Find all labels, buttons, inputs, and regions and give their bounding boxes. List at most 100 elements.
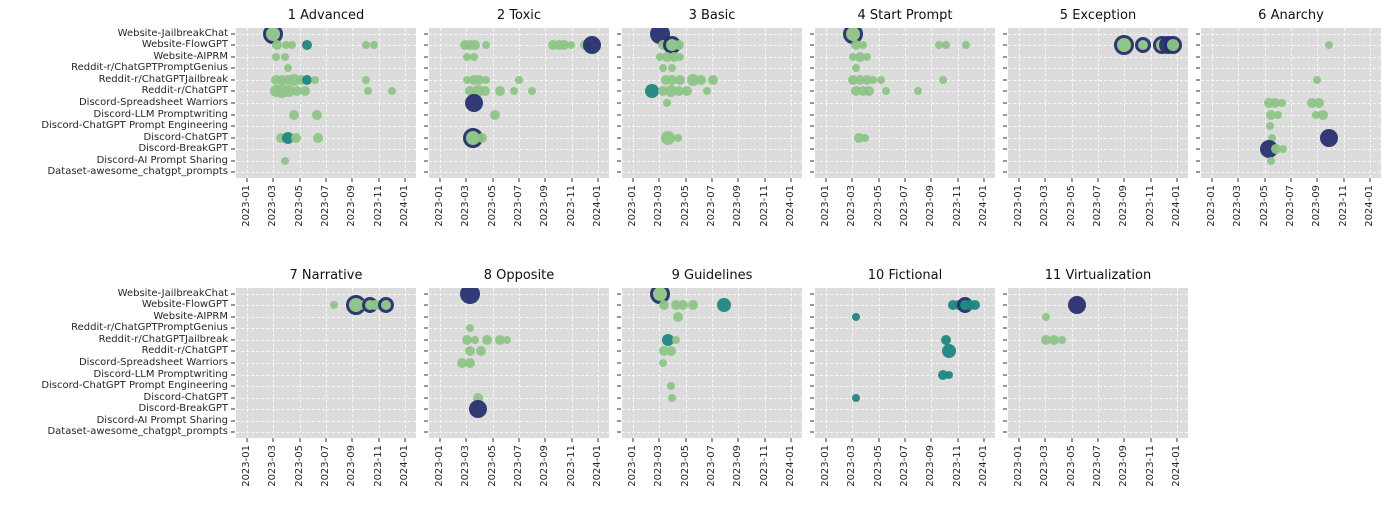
x-tick-label: 2023-09: [346, 185, 358, 227]
y-tick-mark: [231, 102, 235, 104]
x-tick-mark: [878, 178, 880, 182]
grid-line-vertical: [246, 288, 248, 438]
y-tick-mark: [810, 408, 814, 410]
grid-line-vertical: [326, 288, 327, 438]
y-tick-mark: [1003, 56, 1007, 58]
grid-line-vertical: [931, 288, 933, 438]
subplot-title: 11 Virtualization: [1044, 268, 1152, 283]
data-point: [299, 86, 310, 97]
x-tick-mark: [299, 178, 301, 182]
y-tick-mark: [231, 171, 235, 173]
y-axis-label: Reddit-r/ChatGPTPromptGenius: [71, 62, 228, 74]
x-tick-label: 2023-09: [539, 445, 551, 487]
data-point: [481, 41, 490, 50]
y-tick-mark: [810, 67, 814, 69]
y-tick-mark: [617, 44, 621, 46]
x-axis: 2023-01 2023-03 2023-05 2023-07 2023-09 2023-…: [1008, 178, 1188, 256]
x-tick-mark: [439, 438, 441, 442]
grid-line-vertical: [1150, 28, 1152, 178]
data-point: [671, 300, 682, 311]
data-point: [1049, 334, 1060, 345]
y-tick-mark: [617, 420, 621, 422]
x-tick-label: 2023-11: [951, 445, 963, 487]
y-tick-mark: [810, 374, 814, 376]
y-tick-mark: [424, 374, 428, 376]
data-point: [515, 75, 523, 84]
data-point: [672, 335, 681, 344]
x-tick-mark: [878, 438, 880, 442]
x-tick-mark: [685, 178, 687, 182]
y-tick-mark: [424, 420, 428, 422]
y-tick-mark: [1003, 362, 1007, 364]
x-tick-label: 2023-07: [320, 185, 331, 227]
data-point: [662, 51, 672, 62]
plot-area-wrap: [1003, 288, 1188, 438]
data-point: [302, 40, 313, 51]
y-tick-mark: [617, 362, 621, 364]
y-tick-mark: [1003, 79, 1007, 81]
data-point: [1312, 110, 1321, 119]
data-point: [280, 52, 289, 61]
y-axis-label: Website-AIPRM: [153, 310, 228, 322]
x-tick-label: 2023-03: [846, 445, 858, 487]
x-tick-label: 2023-09: [1118, 185, 1130, 227]
grid-line-vertical: [712, 288, 713, 438]
x-tick-label: 2023-09: [1118, 445, 1130, 487]
x-tick-label: 2023-11: [758, 185, 770, 227]
subplot-title: 10 Fictional: [867, 268, 943, 283]
grid-line-vertical: [571, 288, 573, 438]
x-tick-label: 2023-07: [1092, 445, 1103, 487]
x-axis: 2023-01 2023-03 2023-05 2023-07 2023-09 2023-…: [815, 178, 995, 256]
subplot: 3 Basic 2023-01 2023-03 2023-05 2023-07 2023-…: [617, 6, 802, 256]
subplot: 6 Anarchy 2023-01 2023-03 2023-05 2023-07 202…: [1196, 6, 1381, 256]
y-tick-mark: [424, 114, 428, 116]
x-tick-mark: [764, 178, 766, 182]
x-tick-mark: [351, 178, 353, 182]
data-point: [1307, 98, 1318, 108]
x-tick-mark: [272, 178, 274, 182]
x-tick-label: 2023-01: [1012, 445, 1024, 487]
y-tick-mark: [617, 374, 621, 376]
y-tick-mark: [424, 102, 428, 104]
plot-area: [815, 28, 995, 178]
data-point: [509, 87, 518, 96]
y-tick-mark: [424, 408, 428, 410]
data-point: [852, 393, 861, 402]
y-tick-mark: [617, 397, 621, 399]
x-tick-mark: [492, 178, 494, 182]
data-point: [490, 109, 501, 120]
x-tick-mark: [790, 178, 792, 182]
plot-area: [1008, 288, 1188, 438]
data-point: [1042, 312, 1051, 321]
x-tick-label: 2023-03: [267, 185, 279, 227]
x-tick-mark: [571, 178, 573, 182]
data-point: [475, 346, 486, 357]
data-point: [659, 359, 668, 367]
x-tick-label: 2023-09: [732, 445, 744, 487]
x-tick-mark: [737, 438, 739, 442]
subplot-title: 3 Basic: [688, 8, 736, 23]
data-point: [369, 41, 378, 50]
x-tick-label: 2023-11: [565, 185, 577, 227]
y-tick-mark: [810, 420, 814, 422]
x-axis: 2023-01 2023-03 2023-05 2023-07 2023-09 2023-…: [236, 438, 416, 516]
data-point: [528, 87, 537, 96]
x-tick-label: 2023-11: [372, 185, 384, 227]
y-tick-mark: [617, 385, 621, 387]
y-axis-label: Discord-Spreadsheet Warriors: [78, 357, 228, 368]
x-tick-label: 2023-05: [872, 185, 884, 227]
plot-area: [1201, 28, 1381, 178]
x-axis: 2023-01 2023-03 2023-05 2023-07 2023-09 2023-…: [1201, 178, 1381, 256]
y-tick-mark: [231, 44, 235, 46]
data-point: [673, 86, 684, 97]
data-point: [479, 86, 490, 97]
y-tick-mark: [231, 327, 235, 329]
y-tick-mark: [617, 148, 621, 150]
grid-line-vertical: [1150, 288, 1152, 438]
x-tick-mark: [1316, 178, 1318, 182]
data-point: [672, 311, 683, 322]
y-tick-mark: [1003, 316, 1007, 318]
grid-line-vertical: [299, 28, 301, 178]
x-axis: 2023-01 2023-03 2023-05 2023-07 2023-09 2023-…: [429, 438, 609, 516]
